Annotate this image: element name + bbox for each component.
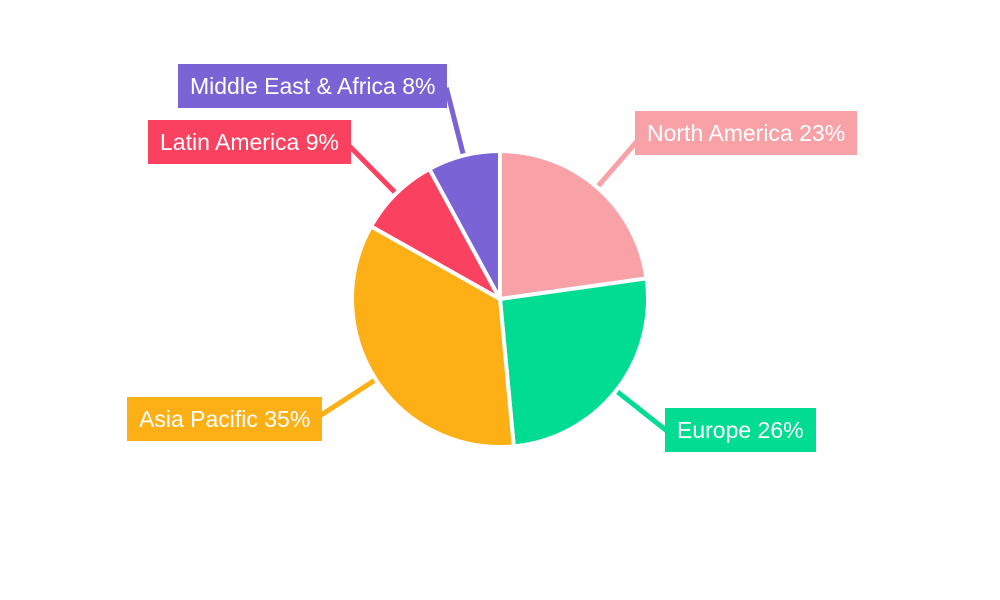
pie-slice-north-america[interactable] (498, 149, 649, 301)
pie-label-north-america: North America 23% (635, 111, 858, 155)
pie-label-middle-east-africa: Middle East & Africa 8% (178, 64, 448, 108)
pie-label-europe: Europe 26% (665, 408, 816, 452)
pie-slice-europe[interactable] (498, 276, 650, 449)
pie-slices-group (350, 149, 650, 449)
pie-slice-asia-pacific[interactable] (350, 224, 516, 449)
leader-line-asia-pacific (315, 375, 381, 420)
leader-line-latin-america (345, 141, 401, 199)
pie-slice-middle-east-africa[interactable] (427, 149, 502, 301)
leader-line-north-america (592, 132, 645, 192)
leader-line-europe (611, 386, 673, 437)
pie-label-asia-pacific: Asia Pacific 35% (127, 397, 323, 441)
leader-line-middle-east-africa (443, 87, 467, 161)
pie-label-latin-america: Latin America 9% (148, 120, 351, 164)
leader-lines-group (315, 87, 673, 437)
